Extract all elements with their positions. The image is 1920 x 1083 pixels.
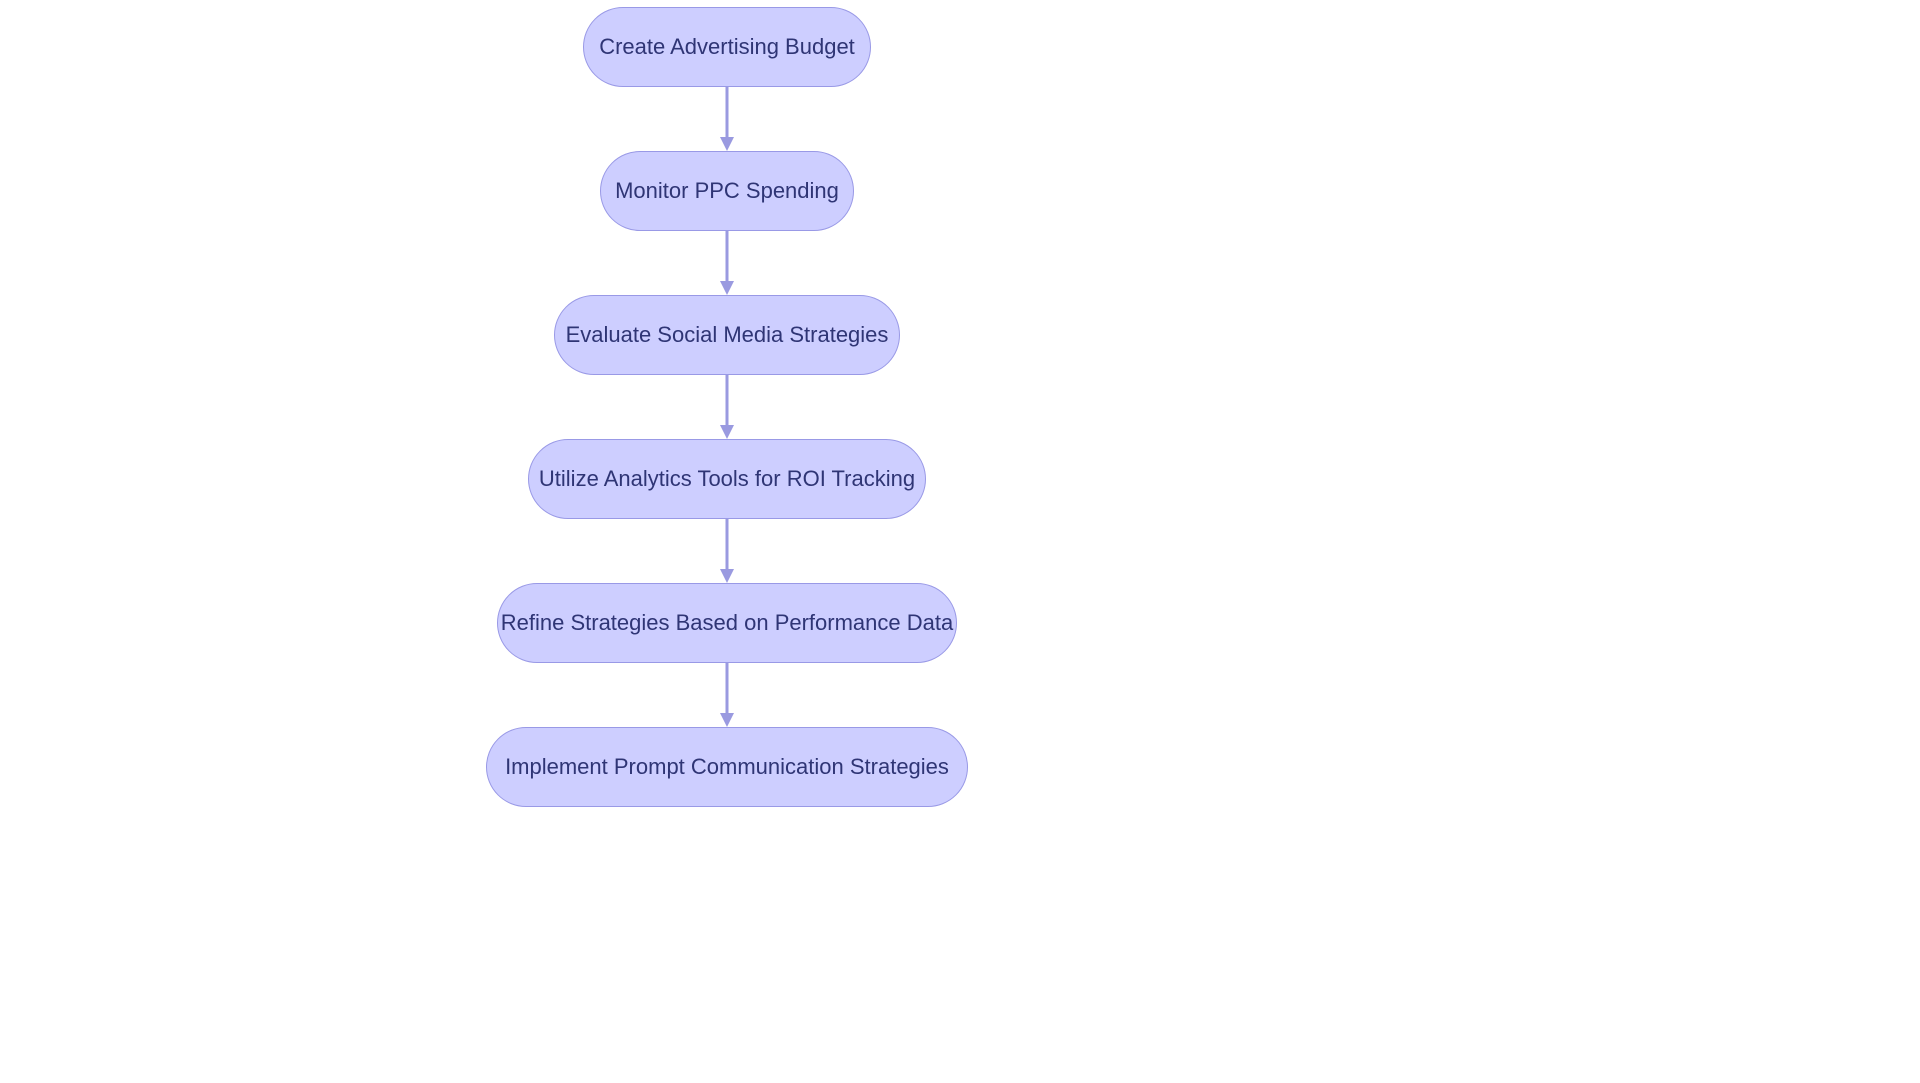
flow-node-1: Create Advertising Budget [583,7,871,87]
flowchart-container: Create Advertising Budget Monitor PPC Spe… [0,0,1920,1083]
flow-node-3: Evaluate Social Media Strategies [554,295,900,375]
flow-node-label: Implement Prompt Communication Strategie… [505,754,949,780]
flow-node-label: Refine Strategies Based on Performance D… [501,610,953,636]
flow-node-5: Refine Strategies Based on Performance D… [497,583,957,663]
flow-node-label: Create Advertising Budget [599,34,855,60]
arrow-n1-n2 [719,87,735,151]
arrow-n2-n3 [719,231,735,295]
flow-node-2: Monitor PPC Spending [600,151,854,231]
flow-node-4: Utilize Analytics Tools for ROI Tracking [528,439,926,519]
flow-node-label: Evaluate Social Media Strategies [566,322,889,348]
arrow-n3-n4 [719,375,735,439]
arrow-n4-n5 [719,519,735,583]
flow-node-label: Monitor PPC Spending [615,178,839,204]
flow-node-6: Implement Prompt Communication Strategie… [486,727,968,807]
flow-node-label: Utilize Analytics Tools for ROI Tracking [539,466,915,492]
arrow-n5-n6 [719,663,735,727]
